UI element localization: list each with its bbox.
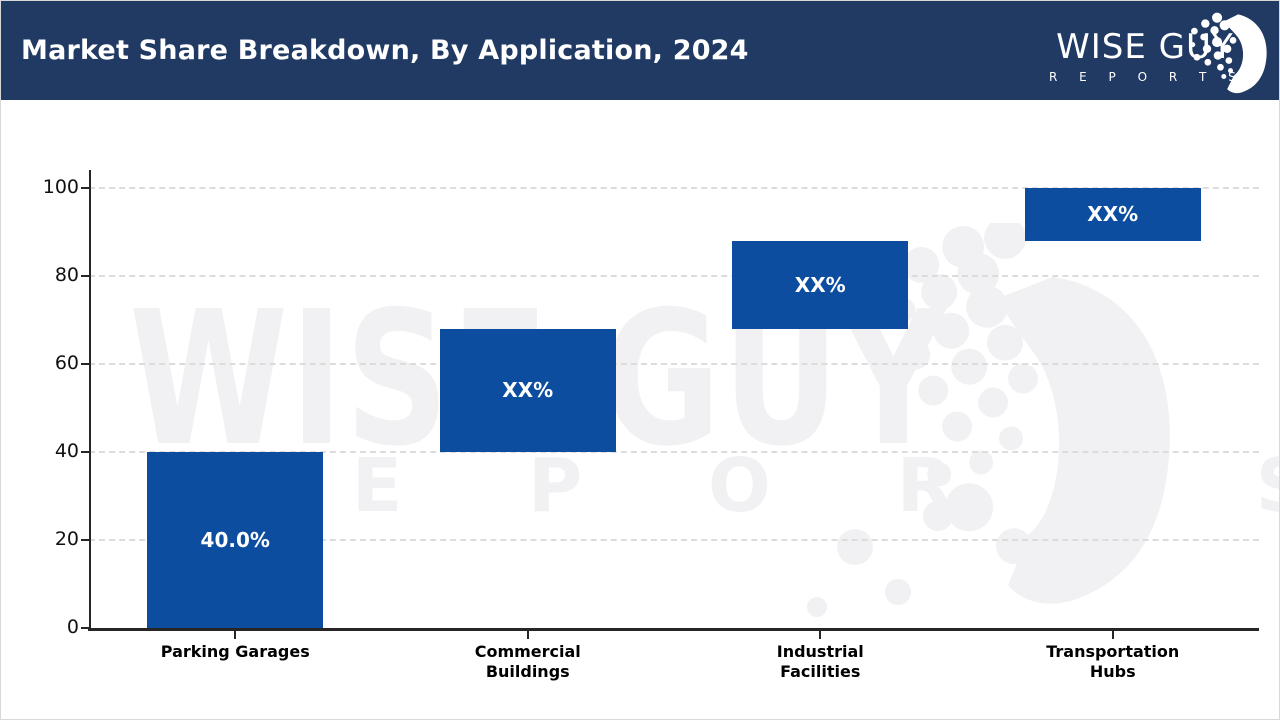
y-tick-mark xyxy=(81,451,89,453)
y-tick-label: 100 xyxy=(42,176,79,198)
bar-value-label: 40.0% xyxy=(200,528,270,552)
x-tick-label-line: Buildings xyxy=(485,662,570,681)
wise-guy-reports-logo: WISE GUY R E P O R T S xyxy=(1017,7,1267,95)
bar-segment-3: XX% xyxy=(732,240,909,329)
y-tick-label: 20 xyxy=(54,528,79,550)
watermark-dot xyxy=(923,501,953,531)
y-gridline xyxy=(89,363,1259,365)
y-tick-mark xyxy=(81,187,89,189)
y-tick-mark xyxy=(81,363,89,365)
watermark-dot xyxy=(837,529,873,565)
x-tick-mark xyxy=(819,631,822,639)
y-tick-label: 80 xyxy=(54,264,79,286)
bar-segment-1: 40.0% xyxy=(147,452,324,628)
watermark-dotted-head-icon xyxy=(891,223,1170,604)
dotted-head-icon xyxy=(1190,12,1267,94)
x-tick-label-line: Facilities xyxy=(780,662,861,681)
y-tick-mark xyxy=(81,275,89,277)
y-tick-label: 0 xyxy=(66,616,79,638)
x-tick-label-2: Commercial Buildings xyxy=(418,642,638,682)
watermark-dot xyxy=(807,597,827,617)
watermark-dot xyxy=(885,579,911,605)
y-tick-label: 40 xyxy=(54,440,79,462)
bar-value-label: XX% xyxy=(794,272,846,297)
x-tick-label-line: Transportation xyxy=(1046,642,1180,661)
bar-segment-4: XX% xyxy=(1024,188,1201,241)
bar-value-label: XX% xyxy=(502,378,554,403)
y-tick-mark xyxy=(81,539,89,541)
bar-value-label: XX% xyxy=(1087,202,1139,227)
x-tick-label-4: Transportation Hubs xyxy=(1003,642,1223,682)
x-tick-mark xyxy=(1111,631,1114,639)
plot-area: 40.0% XX% XX% XX% 0 20 40 60 80 100 Parking Garag… xyxy=(1,100,1279,719)
logo-subtitle: R E P O R T S xyxy=(1049,70,1245,84)
x-tick-label-line: Industrial xyxy=(776,642,864,661)
x-tick-label-line: Commercial xyxy=(474,642,581,661)
header-bar: Market Share Breakdown, By Application, … xyxy=(1,1,1279,100)
y-gridline xyxy=(89,187,1259,189)
y-axis-line xyxy=(89,170,91,629)
x-tick-label-1: Parking Garages xyxy=(125,642,345,662)
x-tick-mark xyxy=(234,631,237,639)
bar-segment-2: XX% xyxy=(439,328,616,452)
x-tick-label-3: Industrial Facilities xyxy=(710,642,930,682)
chart-title: Market Share Breakdown, By Application, … xyxy=(21,35,749,66)
x-tick-mark xyxy=(526,631,529,639)
y-gridline xyxy=(89,275,1259,277)
y-tick-label: 60 xyxy=(54,352,79,374)
y-gridline xyxy=(89,539,1259,541)
y-tick-mark xyxy=(81,627,89,629)
y-gridline xyxy=(89,451,1259,453)
x-axis-line xyxy=(88,628,1259,631)
x-tick-label-line: Parking Garages xyxy=(160,642,310,661)
x-tick-label-line: Hubs xyxy=(1089,662,1136,681)
